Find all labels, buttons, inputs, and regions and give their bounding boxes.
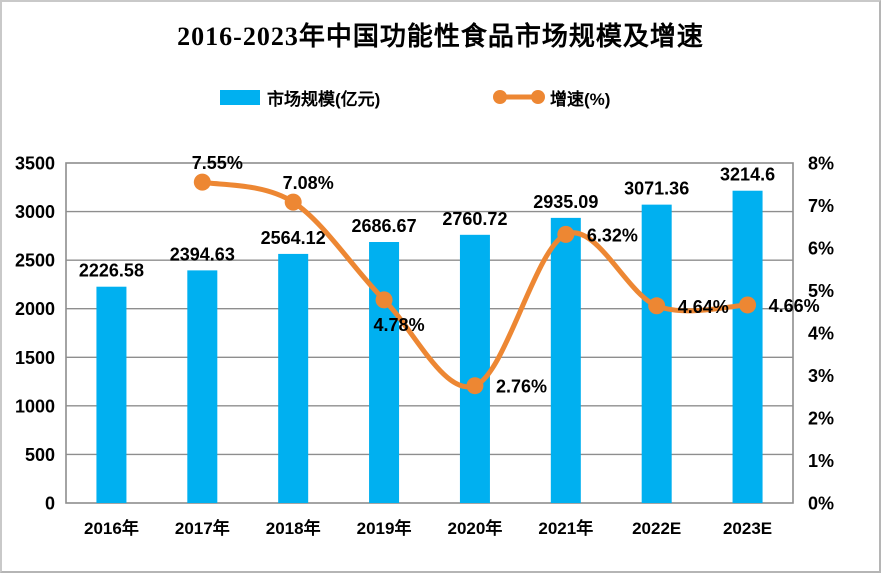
x-axis-label: 2017年 (175, 518, 230, 538)
left-axis-tick: 3000 (15, 202, 55, 222)
line-series-swatch-icon (493, 90, 545, 104)
bar-value-label: 2935.09 (533, 192, 598, 212)
left-axis-tick: 3500 (15, 154, 55, 174)
bar (732, 190, 763, 503)
x-axis-label: 2016年 (84, 518, 139, 538)
line-value-label: 4.66% (769, 296, 820, 316)
line-value-label: 4.64% (678, 297, 729, 317)
line-point (739, 296, 757, 314)
bar-value-label: 2226.58 (79, 261, 144, 281)
line-point (557, 225, 575, 243)
x-axis-label: 2020年 (448, 518, 503, 538)
left-axis-tick: 1000 (15, 396, 55, 416)
x-axis-label: 2021年 (538, 518, 593, 538)
line-value-label: 6.32% (587, 225, 638, 245)
line-value-label: 7.55% (192, 153, 243, 173)
bar (641, 204, 672, 503)
right-axis-tick: 1% (808, 451, 834, 471)
bar (369, 242, 400, 503)
legend-label-growth: 增速(%) (550, 89, 611, 109)
left-axis-tick: 500 (25, 445, 55, 465)
line-value-label: 2.76% (496, 377, 547, 397)
plot-border (65, 162, 794, 504)
bar (459, 234, 490, 503)
bar (550, 217, 581, 504)
bar-series-swatch-icon (220, 89, 260, 105)
line-point (193, 173, 211, 191)
right-axis-tick: 2% (808, 409, 834, 429)
legend-item-growth: 增速(%) (490, 87, 611, 109)
bar-value-label: 2686.67 (352, 216, 417, 236)
left-axis-tick: 2000 (15, 299, 55, 319)
x-axis-label: 2023E (723, 519, 772, 538)
bar-value-label: 2760.72 (442, 209, 507, 229)
bar-value-label: 2394.63 (170, 244, 235, 264)
bar-value-label: 3071.36 (624, 179, 689, 199)
chart-title: 2016-2023年中国功能性食品市场规模及增速 (177, 22, 704, 51)
right-axis-tick: 5% (808, 281, 834, 301)
right-axis-tick: 0% (808, 494, 834, 514)
line-point (648, 297, 666, 315)
line-point (375, 291, 393, 309)
bar (96, 286, 127, 503)
x-axis-label: 2022E (632, 519, 681, 538)
x-axis-label: 2019年 (357, 518, 412, 538)
right-axis-tick: 8% (808, 154, 834, 174)
left-axis-tick: 0 (45, 494, 55, 514)
line-point (284, 193, 302, 211)
line-value-label: 4.78% (374, 315, 425, 335)
legend-label-market-size: 市场规模(亿元) (267, 89, 381, 109)
right-axis-tick: 7% (808, 196, 834, 216)
right-axis-tick: 6% (808, 239, 834, 259)
x-axis-label: 2018年 (266, 518, 321, 538)
right-axis-tick: 4% (808, 324, 834, 344)
bar (278, 253, 309, 503)
line-value-label: 7.08% (283, 173, 334, 193)
right-axis-tick: 3% (808, 366, 834, 386)
bar-value-label: 3214.6 (720, 165, 775, 185)
bar-value-label: 2564.12 (261, 228, 326, 248)
bar (187, 270, 218, 503)
left-axis-tick: 1500 (15, 348, 55, 368)
legend-item-market-size: 市场规模(亿元) (220, 87, 381, 109)
left-axis-tick: 2500 (15, 251, 55, 271)
line-point (466, 377, 484, 395)
